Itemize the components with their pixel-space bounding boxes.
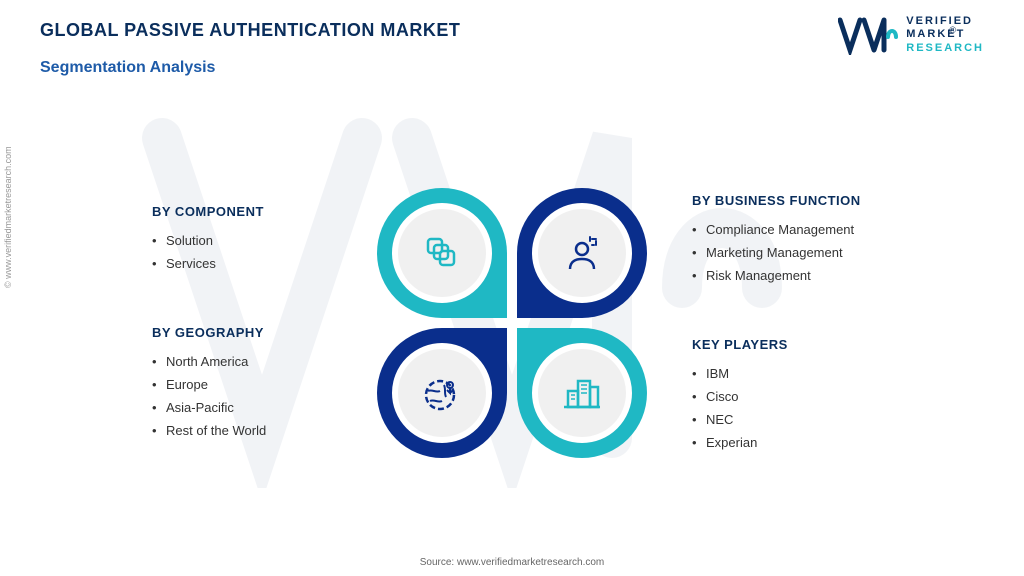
- list-item: IBM: [692, 362, 788, 385]
- segment-heading: BY GEOGRAPHY: [152, 325, 266, 340]
- segment-heading: BY BUSINESS FUNCTION: [692, 193, 861, 208]
- list-item: Services: [152, 252, 264, 275]
- brand-logo: VERIFIED MARKET RESEARCH ®: [838, 15, 984, 55]
- segment-list: Solution Services: [152, 229, 264, 275]
- list-item: Compliance Management: [692, 218, 861, 241]
- segment-geography: BY GEOGRAPHY North America Europe Asia-P…: [152, 325, 266, 442]
- source-citation: Source: www.verifiedmarketresearch.com: [420, 557, 605, 568]
- list-item: Marketing Management: [692, 241, 861, 264]
- list-item: NEC: [692, 408, 788, 431]
- content-area: BY COMPONENT Solution Services BY GEOGRA…: [0, 110, 1024, 536]
- page-title: GLOBAL PASSIVE AUTHENTICATION MARKET: [40, 20, 460, 41]
- list-item: Solution: [152, 229, 264, 252]
- list-item: Cisco: [692, 385, 788, 408]
- page-subtitle: Segmentation Analysis: [40, 59, 460, 77]
- list-item: Asia-Pacific: [152, 396, 266, 419]
- center-petal-graphic: [372, 183, 652, 463]
- petal-top-left: [377, 188, 507, 318]
- list-item: Experian: [692, 431, 788, 454]
- segment-component: BY COMPONENT Solution Services: [152, 204, 264, 275]
- petal-bottom-right: [517, 328, 647, 458]
- segment-business-function: BY BUSINESS FUNCTION Compliance Manageme…: [692, 193, 861, 287]
- segment-heading: BY COMPONENT: [152, 204, 264, 219]
- segment-list: Compliance Management Marketing Manageme…: [692, 218, 861, 287]
- header: GLOBAL PASSIVE AUTHENTICATION MARKET Seg…: [40, 20, 460, 77]
- list-item: Risk Management: [692, 264, 861, 287]
- right-column: BY BUSINESS FUNCTION Compliance Manageme…: [652, 193, 932, 454]
- segment-list: North America Europe Asia-Pacific Rest o…: [152, 350, 266, 442]
- logo-mark-icon: [838, 15, 898, 55]
- layers-icon: [422, 233, 462, 273]
- segment-key-players: KEY PLAYERS IBM Cisco NEC Experian: [692, 337, 788, 454]
- list-item: North America: [152, 350, 266, 373]
- petal-top-right: [517, 188, 647, 318]
- segment-list: IBM Cisco NEC Experian: [692, 362, 788, 454]
- building-icon: [562, 373, 602, 413]
- segment-heading: KEY PLAYERS: [692, 337, 788, 352]
- person-icon: [562, 233, 602, 273]
- left-column: BY COMPONENT Solution Services BY GEOGRA…: [92, 204, 372, 442]
- list-item: Europe: [152, 373, 266, 396]
- list-item: Rest of the World: [152, 419, 266, 442]
- globe-icon: [422, 373, 462, 413]
- registered-mark: ®: [949, 25, 956, 35]
- logo-text: VERIFIED MARKET RESEARCH: [906, 15, 984, 55]
- petal-bottom-left: [377, 328, 507, 458]
